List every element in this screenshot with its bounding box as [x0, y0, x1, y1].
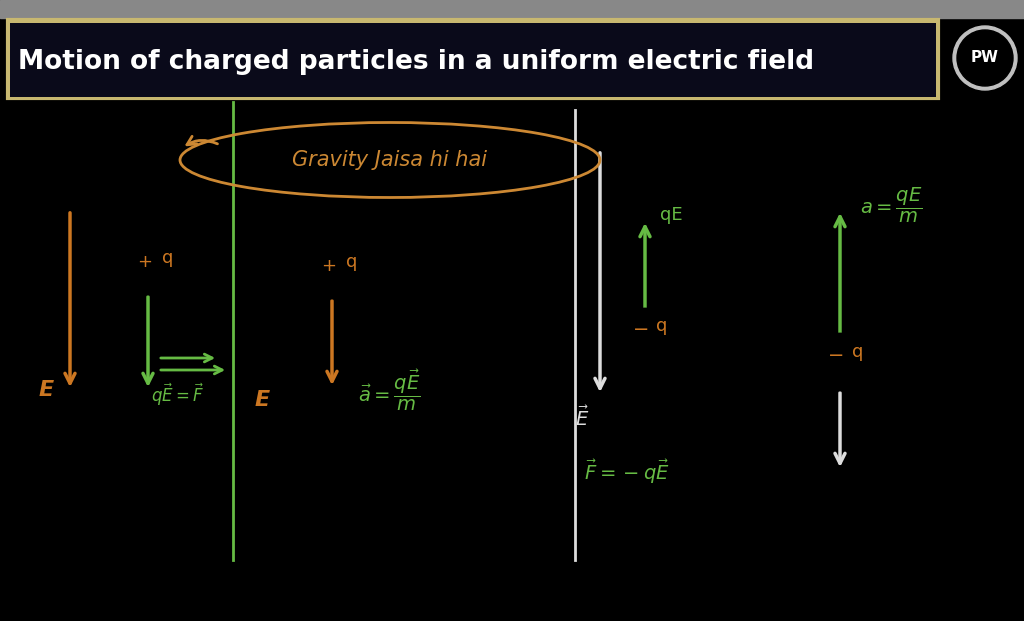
Circle shape	[618, 309, 671, 361]
Circle shape	[306, 246, 358, 298]
Text: E: E	[254, 390, 269, 410]
Circle shape	[122, 242, 174, 294]
Text: q: q	[656, 317, 668, 335]
Text: −: −	[827, 347, 844, 366]
Circle shape	[812, 334, 868, 390]
Text: PW: PW	[971, 50, 999, 65]
Text: E: E	[38, 380, 53, 400]
Circle shape	[953, 26, 1017, 90]
Text: Motion of charged particles in a uniform electric field: Motion of charged particles in a uniform…	[18, 49, 814, 75]
Text: qE: qE	[660, 206, 683, 224]
Text: $\vec{F}=-q\vec{E}$: $\vec{F}=-q\vec{E}$	[584, 458, 670, 486]
Text: q: q	[163, 249, 174, 267]
Text: $\vec{E}$: $\vec{E}$	[574, 406, 589, 430]
Text: $\vec{a}=\dfrac{q\vec{E}}{m}$: $\vec{a}=\dfrac{q\vec{E}}{m}$	[358, 368, 421, 413]
Circle shape	[957, 30, 1013, 86]
Text: $a=\dfrac{qE}{m}$: $a=\dfrac{qE}{m}$	[860, 186, 923, 225]
Text: q: q	[346, 253, 357, 271]
Text: +: +	[322, 257, 337, 275]
FancyBboxPatch shape	[10, 23, 936, 97]
FancyBboxPatch shape	[8, 20, 938, 98]
Text: −: −	[633, 320, 649, 340]
Text: Gravity Jaisa hi hai: Gravity Jaisa hi hai	[293, 150, 487, 170]
Text: +: +	[137, 253, 153, 271]
Text: q: q	[852, 343, 863, 361]
Bar	[0, 0, 1024, 18]
Text: $q\vec{E}=\vec{F}$: $q\vec{E}=\vec{F}$	[152, 382, 205, 408]
